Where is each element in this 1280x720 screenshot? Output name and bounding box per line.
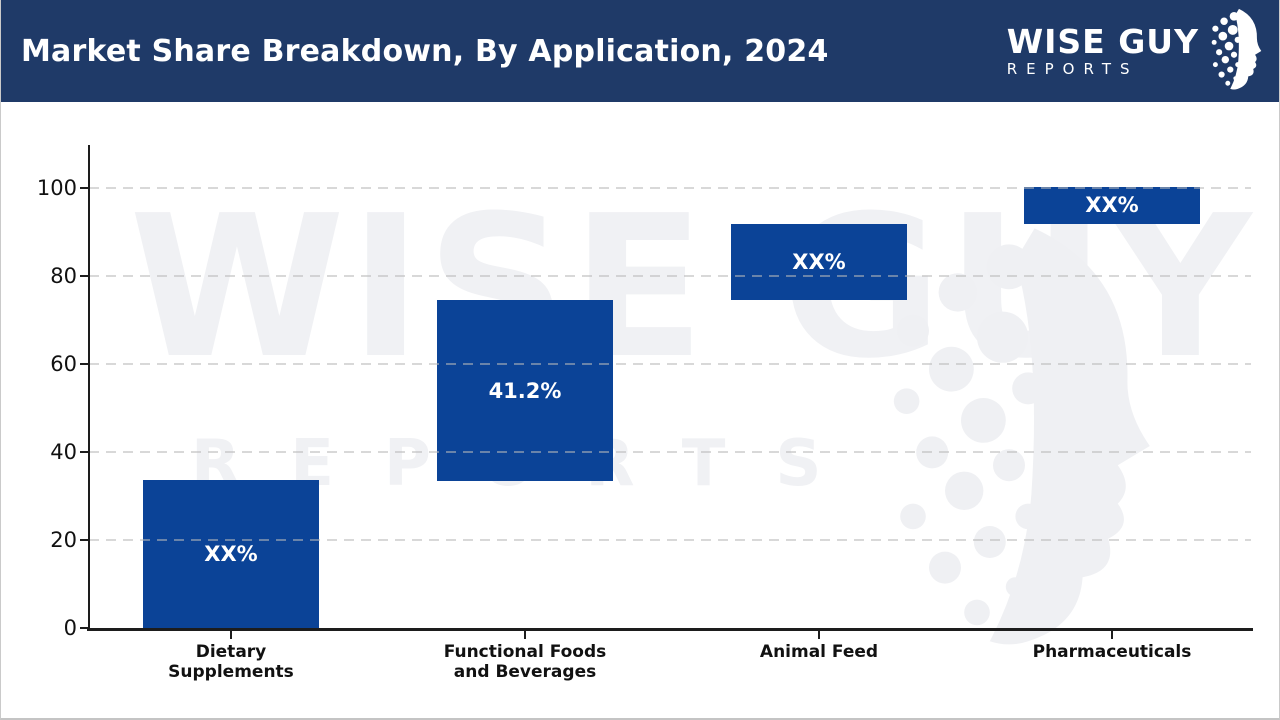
x-tick-mark — [1111, 631, 1113, 639]
logo-wordmark: WISE GUY — [1006, 22, 1199, 61]
y-tick-mark — [80, 274, 88, 277]
x-tick-mark — [230, 631, 232, 639]
y-tick-label: 40 — [50, 439, 77, 464]
y-tick-mark — [80, 186, 88, 189]
logo-subtitle: REPORTS — [1006, 60, 1139, 78]
y-tick-label: 80 — [50, 263, 77, 288]
y-tick-label: 100 — [36, 175, 77, 200]
x-category-label-line: Functional Foods — [443, 642, 607, 662]
x-category-label-line: Pharmaceuticals — [1032, 642, 1192, 662]
x-category-label-line: Dietary — [195, 642, 267, 662]
bar-value-label: XX% — [1085, 193, 1139, 218]
y-axis-line — [88, 145, 90, 631]
x-category-label-line: Animal Feed — [759, 642, 879, 662]
gridline — [89, 450, 1251, 453]
x-category-label: Pharmaceuticals — [962, 642, 1262, 662]
header: Market Share Breakdown, By Application, … — [1, 0, 1279, 102]
y-tick-label: 20 — [50, 527, 77, 552]
bar-segment: XX% — [143, 480, 319, 628]
x-category-label-line: Supplements — [168, 662, 294, 682]
x-category-label: Animal Feed — [669, 642, 969, 662]
chart-area: WISE GUY REPORTS 020406080100XX%DietaryS… — [1, 102, 1279, 718]
bar-segment: XX% — [731, 223, 907, 300]
gridline — [89, 362, 1251, 365]
x-category-label: Functional Foods and Beverages — [375, 642, 675, 682]
y-tick-label: 0 — [63, 616, 77, 640]
x-axis-line — [87, 628, 1253, 631]
gridline — [89, 274, 1251, 277]
x-category-label-line: and Beverages — [453, 662, 597, 682]
y-tick-mark — [80, 362, 88, 365]
gridline — [89, 186, 1251, 189]
brand-logo-text: WISE GUY REPORTS — [1007, 25, 1199, 77]
bar-value-label: XX% — [792, 249, 846, 274]
brand-logo: WISE GUY REPORTS — [1007, 7, 1265, 95]
bar-segment: XX% — [1024, 186, 1200, 224]
bar-value-label: 41.2% — [488, 378, 562, 403]
logo-head-icon — [1211, 8, 1262, 90]
bar-value-label: XX% — [204, 542, 258, 567]
y-tick-mark — [80, 450, 88, 453]
x-category-label: Dietary Supplements — [81, 642, 381, 682]
x-tick-mark — [818, 631, 820, 639]
bar-segment: 41.2% — [437, 299, 613, 482]
page-title: Market Share Breakdown, By Application, … — [21, 33, 829, 69]
x-tick-mark — [524, 631, 526, 639]
y-tick-label: 60 — [50, 351, 77, 376]
gridline — [89, 538, 1251, 541]
y-tick-mark — [80, 627, 88, 629]
y-tick-mark — [80, 538, 88, 541]
